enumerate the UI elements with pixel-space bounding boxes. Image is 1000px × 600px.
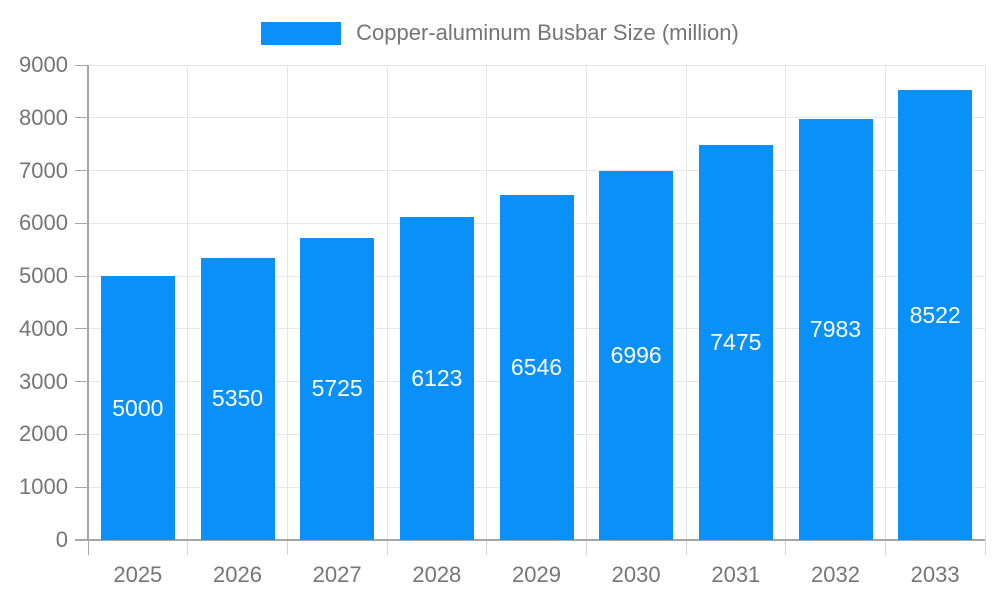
- x-axis-label: 2030: [611, 562, 661, 587]
- bar-value-label: 5000: [112, 394, 164, 421]
- gridline-horizontal: [88, 117, 985, 119]
- y-axis-label: 2000: [19, 421, 68, 447]
- gridline-vertical: [486, 65, 488, 540]
- gridline-vertical: [386, 65, 388, 540]
- gridline-horizontal: [88, 64, 985, 66]
- bar[interactable]: 7983: [798, 118, 873, 540]
- y-axis-tick: [75, 486, 88, 488]
- bar-value-label: 7475: [710, 329, 762, 356]
- gridline-vertical: [984, 65, 986, 540]
- gridline-vertical: [884, 65, 886, 540]
- x-axis-tick: [984, 540, 986, 555]
- x-axis-tick: [286, 540, 288, 555]
- y-axis-label: 9000: [19, 52, 68, 77]
- bar-value-label: 6546: [510, 353, 563, 380]
- y-axis-line: [87, 65, 89, 540]
- x-axis-label: 2031: [711, 562, 761, 587]
- y-axis-tick: [75, 433, 88, 435]
- x-axis-tick: [486, 540, 488, 555]
- x-axis-tick: [187, 540, 189, 555]
- bar[interactable]: 5725: [300, 237, 375, 540]
- y-axis-tick: [75, 275, 88, 277]
- y-axis-tick: [75, 328, 88, 330]
- y-axis-label: 0: [55, 527, 68, 552]
- gridline-vertical: [785, 65, 787, 540]
- y-axis-tick: [75, 64, 88, 66]
- x-axis-label: 2032: [811, 562, 860, 587]
- y-axis-label: 6000: [19, 210, 68, 236]
- gridline-vertical: [187, 65, 189, 540]
- bar-value-label: 5350: [211, 385, 264, 412]
- y-axis-label: 4000: [19, 315, 68, 341]
- bar[interactable]: 5350: [200, 257, 275, 540]
- x-axis-label: 2029: [512, 562, 561, 587]
- y-axis-label: 8000: [19, 104, 68, 130]
- y-axis-label: 7000: [19, 157, 68, 183]
- x-axis-tick: [585, 540, 587, 555]
- x-axis-tick: [87, 540, 89, 555]
- gridline-vertical: [286, 65, 288, 540]
- x-axis-tick: [785, 540, 787, 555]
- bar[interactable]: 6546: [499, 194, 574, 540]
- bar[interactable]: 6123: [399, 216, 474, 540]
- y-axis-tick: [75, 170, 88, 172]
- y-axis-tick: [75, 222, 88, 224]
- bar-value-label: 8522: [909, 301, 961, 328]
- x-axis-label: 2025: [113, 562, 163, 587]
- bar-value-label: 6123: [411, 364, 463, 391]
- legend-label: Copper-aluminum Busbar Size (million): [356, 20, 739, 45]
- x-axis-label: 2033: [910, 562, 960, 587]
- gridline-vertical: [685, 65, 687, 540]
- bar-value-label: 7983: [809, 315, 862, 342]
- bar-value-label: 6996: [610, 341, 662, 368]
- gridline-horizontal: [88, 170, 985, 172]
- chart-legend: Copper-aluminum Busbar Size (million): [0, 20, 1000, 46]
- y-axis-label: 3000: [19, 368, 68, 394]
- y-axis-tick: [75, 117, 88, 119]
- x-axis-tick: [884, 540, 886, 555]
- y-axis-label: 1000: [19, 474, 68, 500]
- gridline-vertical: [585, 65, 587, 540]
- x-axis-tick: [685, 540, 687, 555]
- y-axis-label: 5000: [19, 263, 68, 289]
- bar-value-label: 5725: [311, 375, 363, 402]
- x-axis-label: 2027: [312, 562, 362, 587]
- legend-swatch: [261, 21, 342, 45]
- bar[interactable]: 8522: [898, 90, 973, 540]
- x-axis-label: 2026: [213, 562, 262, 587]
- y-axis-tick: [75, 381, 88, 383]
- bar[interactable]: 6996: [599, 170, 674, 540]
- bar[interactable]: 7475: [698, 145, 773, 540]
- bar[interactable]: 5000: [100, 276, 175, 540]
- x-axis-tick: [386, 540, 388, 555]
- x-axis-label: 2028: [412, 562, 462, 587]
